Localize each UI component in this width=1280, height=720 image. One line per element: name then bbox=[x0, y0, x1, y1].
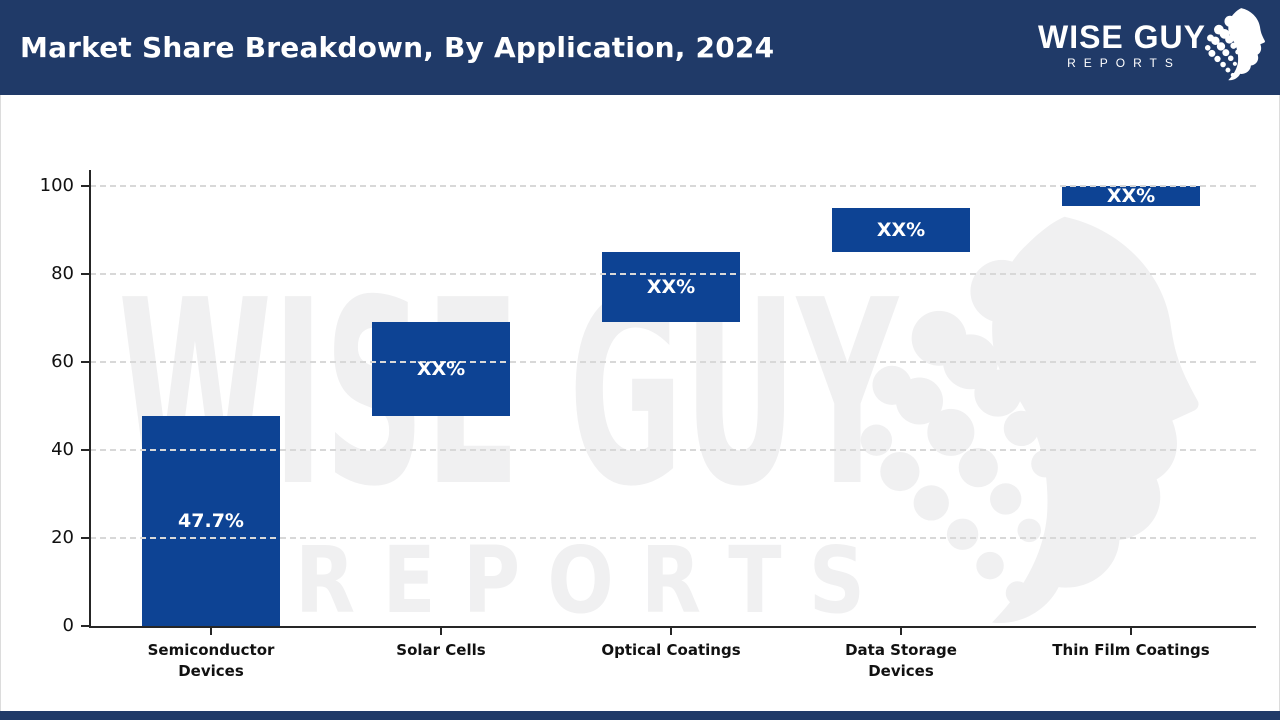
bar-label: XX% bbox=[1106, 184, 1156, 207]
y-tick-label: 20 bbox=[51, 527, 74, 548]
bar bbox=[142, 416, 280, 626]
gridline bbox=[90, 361, 1256, 363]
x-tick bbox=[440, 628, 442, 635]
gridline bbox=[90, 537, 1256, 539]
x-category-label: Data Storage Devices bbox=[845, 641, 957, 680]
x-category-label: Optical Coatings bbox=[601, 641, 741, 659]
y-axis-line bbox=[89, 170, 91, 628]
y-tick bbox=[81, 361, 89, 363]
bar-label: XX% bbox=[416, 358, 466, 381]
gridline bbox=[90, 273, 1256, 275]
x-category-label: Thin Film Coatings bbox=[1052, 641, 1210, 659]
y-tick bbox=[81, 185, 89, 187]
x-tick bbox=[1130, 628, 1132, 635]
header: Market Share Breakdown, By Application, … bbox=[0, 0, 1280, 95]
bar bbox=[1062, 186, 1200, 206]
x-tick bbox=[210, 628, 212, 635]
bar-label: XX% bbox=[646, 276, 696, 299]
y-tick bbox=[81, 537, 89, 539]
bar-label: 47.7% bbox=[178, 510, 244, 533]
y-tick-label: 40 bbox=[51, 439, 74, 460]
bar bbox=[372, 322, 510, 417]
y-tick-label: 0 bbox=[62, 615, 74, 636]
logo-subtext: REPORTS bbox=[1067, 56, 1181, 70]
logo-text: WISE GUY REPORTS bbox=[1038, 20, 1206, 70]
bar bbox=[602, 252, 740, 323]
y-tick-label: 100 bbox=[39, 175, 74, 196]
bar-label: XX% bbox=[876, 219, 926, 241]
y-tick bbox=[81, 273, 89, 275]
x-category-label: Semiconductor Devices bbox=[147, 641, 275, 680]
x-tick bbox=[900, 628, 902, 635]
x-axis-line bbox=[89, 626, 1256, 628]
x-category-label: Solar Cells bbox=[396, 641, 486, 659]
y-tick bbox=[81, 625, 89, 627]
gridline bbox=[90, 185, 1256, 187]
x-tick bbox=[670, 628, 672, 635]
wise-guy-logo: WISE GUY REPORTS bbox=[1038, 6, 1272, 84]
logo-wordmark: WISE GUY bbox=[1037, 19, 1206, 55]
chart-title: Market Share Breakdown, By Application, … bbox=[20, 31, 775, 64]
footer-bar bbox=[0, 711, 1280, 720]
y-tick-label: 60 bbox=[51, 351, 74, 372]
y-tick bbox=[81, 449, 89, 451]
gridline bbox=[90, 449, 1256, 451]
y-tick-label: 80 bbox=[51, 263, 74, 284]
